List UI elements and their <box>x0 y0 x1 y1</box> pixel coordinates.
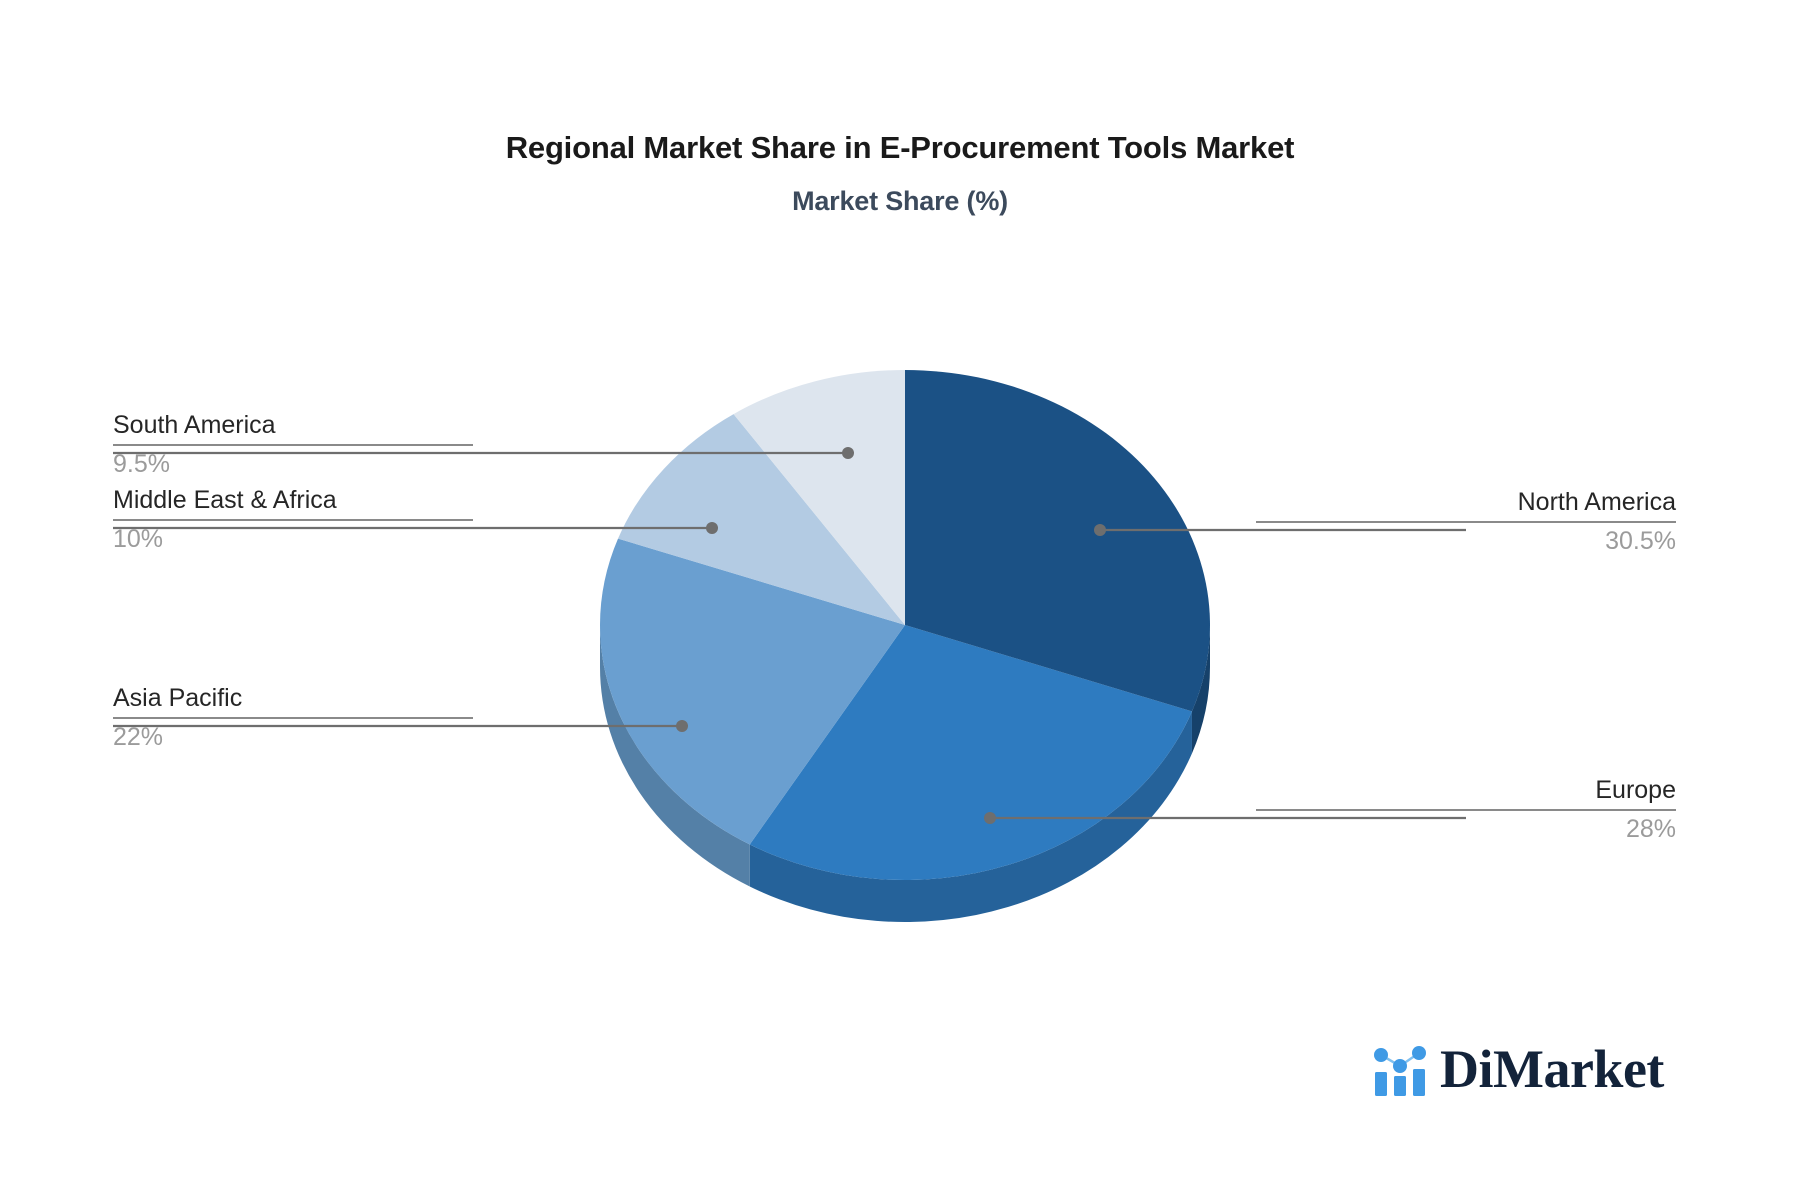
callout-value-north-america: 30.5% <box>1605 527 1676 555</box>
callout-rule-middle-east-africa <box>113 519 473 521</box>
leader-dots <box>676 447 1106 824</box>
callout-rule-europe <box>1256 809 1676 811</box>
callout-label-north-america: North America <box>1517 488 1676 516</box>
callout-europe[interactable]: Europe 28% <box>1256 775 1676 844</box>
callout-label-europe: Europe <box>1595 776 1676 804</box>
chart-subtitle: Market Share (%) <box>792 186 1008 216</box>
logo-wordmark: DiMarket <box>1440 1039 1664 1099</box>
callout-middle-east-africa[interactable]: Middle East & Africa 10% <box>113 485 473 554</box>
pie-side-north-america <box>1191 625 1210 754</box>
pie-side-europe <box>749 711 1192 922</box>
callout-rule-north-america <box>1256 521 1676 523</box>
callout-south-america[interactable]: South America 9.5% <box>113 410 473 479</box>
callout-asia-pacific[interactable]: Asia Pacific 22% <box>113 683 473 752</box>
pie-slice-south-america[interactable] <box>733 370 905 625</box>
leader-dot-europe <box>984 812 996 824</box>
callout-value-middle-east-africa: 10% <box>113 525 164 553</box>
pie-slice-europe[interactable] <box>749 625 1192 880</box>
callout-label-asia-pacific: Asia Pacific <box>113 684 243 712</box>
callout-label-middle-east-africa: Middle East & Africa <box>113 486 337 514</box>
pie-3d-side <box>600 625 1210 922</box>
leader-dot-middle-east-africa <box>706 522 718 534</box>
leader-dot-south-america <box>842 447 854 459</box>
callout-label-south-america: South America <box>113 411 276 439</box>
pie-slices <box>600 370 1210 880</box>
callout-value-europe: 28% <box>1625 815 1676 843</box>
leader-lines <box>113 451 1466 820</box>
callout-rule-south-america <box>113 444 473 446</box>
pie-slice-north-america[interactable] <box>905 370 1210 712</box>
callout-value-asia-pacific: 22% <box>113 723 164 751</box>
leader-dot-north-america <box>1094 524 1106 536</box>
pie-side-asia-pacific <box>600 625 750 887</box>
callout-value-south-america: 9.5% <box>113 450 170 478</box>
chart-title: Regional Market Share in E-Procurement T… <box>505 130 1295 165</box>
pie-slice-asia-pacific[interactable] <box>600 538 905 845</box>
callout-rule-asia-pacific <box>113 717 473 719</box>
callout-north-america[interactable]: North America 30.5% <box>1256 487 1676 556</box>
bar-chart-icon <box>1374 1046 1426 1096</box>
pie-slice-middle-east-africa[interactable] <box>618 414 905 625</box>
dimarket-logo: DiMarket <box>1372 1042 1664 1096</box>
leader-dot-asia-pacific <box>676 720 688 732</box>
